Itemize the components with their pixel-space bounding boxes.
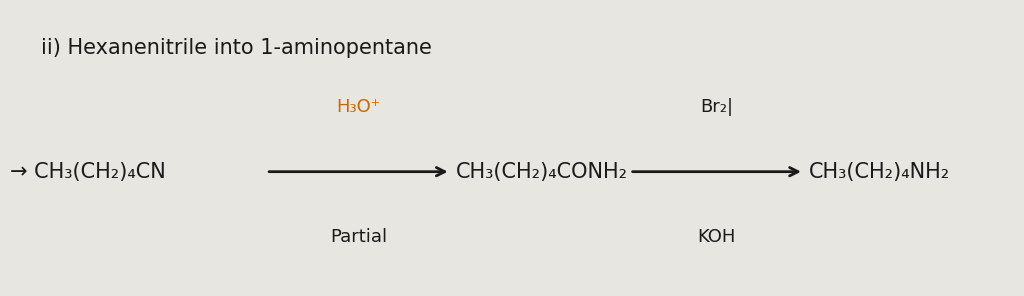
Text: ii) Hexanenitrile into 1-aminopentane: ii) Hexanenitrile into 1-aminopentane bbox=[41, 38, 432, 59]
Text: → CH₃(CH₂)₄CN: → CH₃(CH₂)₄CN bbox=[10, 162, 166, 182]
Text: Br₂|: Br₂| bbox=[700, 98, 733, 115]
Text: KOH: KOH bbox=[697, 228, 736, 246]
Text: CH₃(CH₂)₄NH₂: CH₃(CH₂)₄NH₂ bbox=[809, 162, 950, 182]
Text: H₃O⁺: H₃O⁺ bbox=[336, 98, 381, 115]
Text: Partial: Partial bbox=[330, 228, 387, 246]
Text: CH₃(CH₂)₄CONH₂: CH₃(CH₂)₄CONH₂ bbox=[456, 162, 628, 182]
